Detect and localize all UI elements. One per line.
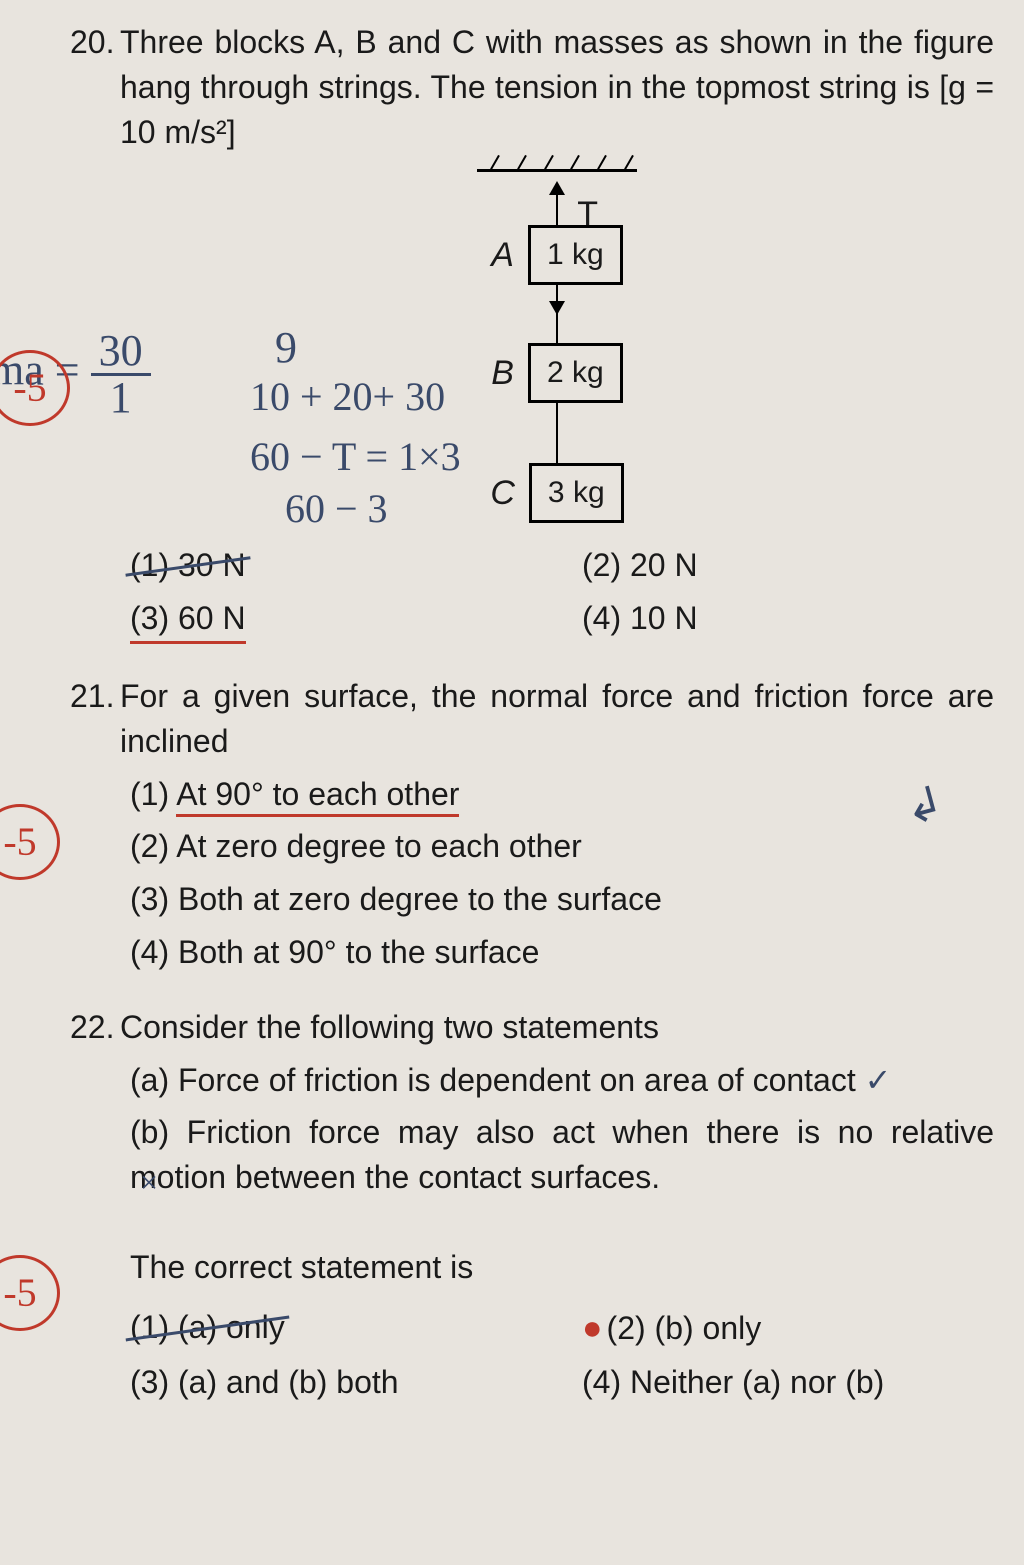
- red-dot-icon: ●: [582, 1309, 603, 1347]
- q22-number: 22.: [70, 1005, 114, 1050]
- q21-option-2: (2) At zero degree to each other: [120, 824, 994, 869]
- handwriting-result: 60 − 3: [285, 481, 388, 537]
- block-c-label: C: [490, 470, 515, 518]
- q20-option-1: (1) 30 N: [130, 543, 542, 588]
- q20-diagram: ma = 30 1 T A 1 kg: [120, 169, 994, 523]
- q21-o1-prefix: (1): [130, 776, 176, 812]
- q22-prompt: The correct statement is: [120, 1245, 994, 1290]
- question-22: 22. Consider the following two statement…: [120, 1005, 994, 1405]
- q22-option-4: (4) Neither (a) nor (b): [582, 1360, 994, 1405]
- block-b-label: B: [491, 350, 514, 398]
- handwriting-eq: 60 − T = 1×3: [250, 429, 461, 485]
- q22-option-1: (1) (a) only: [130, 1305, 542, 1353]
- q20-options: (1) 30 N (2) 20 N (3) 60 N (4) 10 N: [120, 543, 994, 644]
- q21-option-4: (4) Both at 90° to the surface: [120, 930, 994, 975]
- block-a: 1 kg: [528, 225, 623, 285]
- q20-number: 20.: [70, 20, 114, 65]
- string-ab: [556, 313, 558, 343]
- q22-options: (1) (a) only ●(2) (b) only (3) (a) and (…: [120, 1305, 994, 1405]
- block-c: 3 kg: [529, 463, 624, 523]
- string-bc: [556, 403, 558, 463]
- handwriting-sum: 10 + 20+ 30: [250, 369, 445, 425]
- block-stack: T A 1 kg B 2 kg C 3 kg: [477, 169, 637, 523]
- block-b: 2 kg: [528, 343, 623, 403]
- q21-number: 21.: [70, 674, 114, 719]
- q21-o1-text: At 90° to each other: [176, 776, 459, 817]
- q21-option-3: (3) Both at zero degree to the surface: [120, 877, 994, 922]
- top-string: T: [556, 183, 558, 225]
- q22-text: Consider the following two statements: [120, 1005, 994, 1050]
- question-21: 21. For a given surface, the normal forc…: [120, 674, 994, 975]
- q20-option-3: (3) 60 N: [130, 596, 542, 644]
- q22-statement-a: (a) Force of friction is dependent on ar…: [120, 1058, 994, 1103]
- q20-option-4: (4) 10 N: [582, 596, 994, 644]
- arrow-down: [556, 285, 558, 313]
- q21-option-1: (1) At 90° to each other ↲: [120, 772, 994, 817]
- q22-option-2: ●(2) (b) only: [582, 1305, 994, 1353]
- q22-option-3: (3) (a) and (b) both: [130, 1360, 542, 1405]
- block-a-label: A: [491, 232, 514, 280]
- tension-label: T: [577, 191, 598, 239]
- q21-text: For a given surface, the normal force an…: [120, 674, 994, 764]
- q20-option-2: (2) 20 N: [582, 543, 994, 588]
- ceiling-hatch: [477, 155, 637, 169]
- q21-mark-circle: -5: [0, 804, 60, 880]
- q22-mark-circle: -5: [0, 1255, 60, 1331]
- q20-text: Three blocks A, B and C with masses as s…: [120, 20, 994, 154]
- question-20: 20. Three blocks A, B and C with masses …: [120, 20, 994, 644]
